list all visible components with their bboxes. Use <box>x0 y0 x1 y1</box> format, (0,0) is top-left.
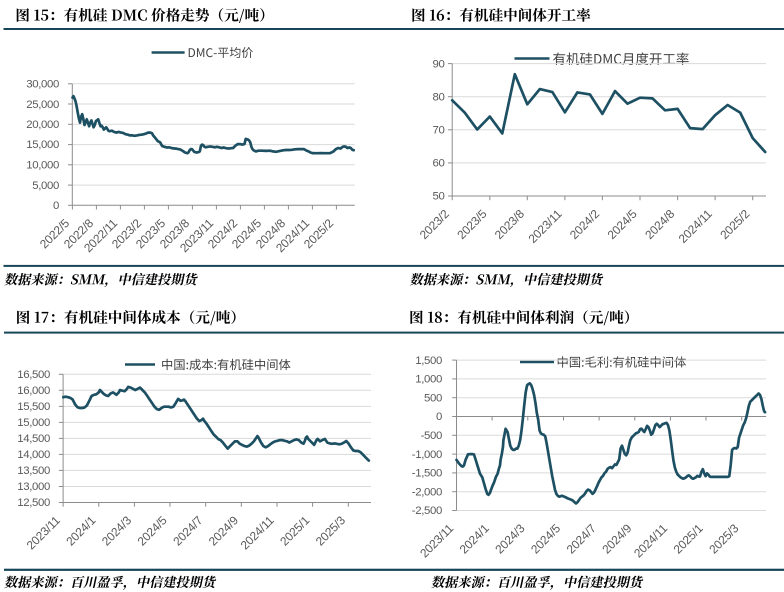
svg-text:2025/1: 2025/1 <box>277 513 312 548</box>
svg-text:2024/9: 2024/9 <box>599 521 634 556</box>
svg-text:500: 500 <box>424 392 442 404</box>
svg-text:2023/2: 2023/2 <box>417 207 452 242</box>
svg-text:2023/8: 2023/8 <box>492 207 527 242</box>
svg-text:2024/9: 2024/9 <box>206 513 241 548</box>
svg-text:-2,000: -2,000 <box>412 486 442 498</box>
svg-text:12,500: 12,500 <box>17 497 50 509</box>
svg-text:90: 90 <box>433 58 445 70</box>
svg-text:2024/11: 2024/11 <box>631 521 670 560</box>
svg-text:2024/11: 2024/11 <box>238 513 277 552</box>
svg-text:2024/5: 2024/5 <box>528 521 563 556</box>
svg-text:2023/11: 2023/11 <box>417 521 456 560</box>
svg-text:1,500: 1,500 <box>415 355 442 367</box>
svg-text:5,000: 5,000 <box>32 180 59 192</box>
svg-text:15,500: 15,500 <box>17 401 50 413</box>
svg-text:13,000: 13,000 <box>17 481 50 493</box>
svg-text:2025/2: 2025/2 <box>717 207 752 242</box>
svg-text:2025/3: 2025/3 <box>706 521 741 556</box>
svg-text:-1,500: -1,500 <box>412 468 442 480</box>
svg-text:16,000: 16,000 <box>17 385 50 397</box>
svg-text:2024/7: 2024/7 <box>170 513 205 548</box>
svg-text:80: 80 <box>433 91 445 103</box>
svg-text:0: 0 <box>53 200 59 212</box>
svg-text:60: 60 <box>433 158 445 170</box>
svg-text:2024/3: 2024/3 <box>99 513 134 548</box>
svg-text:2024/1: 2024/1 <box>63 513 98 548</box>
svg-text:14,000: 14,000 <box>17 449 50 461</box>
svg-text:-500: -500 <box>421 430 442 442</box>
svg-text:0: 0 <box>436 411 442 423</box>
svg-text:15,000: 15,000 <box>26 139 59 151</box>
svg-text:2024/1: 2024/1 <box>457 521 492 556</box>
svg-text:2024/8: 2024/8 <box>642 207 677 242</box>
svg-text:70: 70 <box>433 125 445 137</box>
svg-text:-1,000: -1,000 <box>412 449 442 461</box>
svg-text:2023/5: 2023/5 <box>454 207 489 242</box>
svg-text:30,000: 30,000 <box>26 79 59 91</box>
svg-text:10,000: 10,000 <box>26 160 59 172</box>
svg-text:2024/5: 2024/5 <box>605 207 640 242</box>
svg-text:1,000: 1,000 <box>415 374 442 386</box>
svg-text:2024/2: 2024/2 <box>567 207 602 242</box>
svg-text:2023/11: 2023/11 <box>24 513 63 552</box>
svg-text:2024/11: 2024/11 <box>676 207 715 246</box>
svg-text:2024/5: 2024/5 <box>135 513 170 548</box>
svg-text:2024/7: 2024/7 <box>564 521 599 556</box>
svg-text:16,500: 16,500 <box>17 369 50 381</box>
svg-text:-2,500: -2,500 <box>412 505 442 517</box>
svg-text:2023/11: 2023/11 <box>526 207 565 246</box>
svg-text:2024/3: 2024/3 <box>492 521 527 556</box>
svg-text:15,000: 15,000 <box>17 417 50 429</box>
svg-text:25,000: 25,000 <box>26 99 59 111</box>
svg-text:2025/1: 2025/1 <box>671 521 706 556</box>
svg-text:2025/3: 2025/3 <box>313 513 348 548</box>
svg-text:50: 50 <box>433 191 445 203</box>
svg-text:13,500: 13,500 <box>17 465 50 477</box>
svg-text:20,000: 20,000 <box>26 119 59 131</box>
svg-text:14,500: 14,500 <box>17 433 50 445</box>
